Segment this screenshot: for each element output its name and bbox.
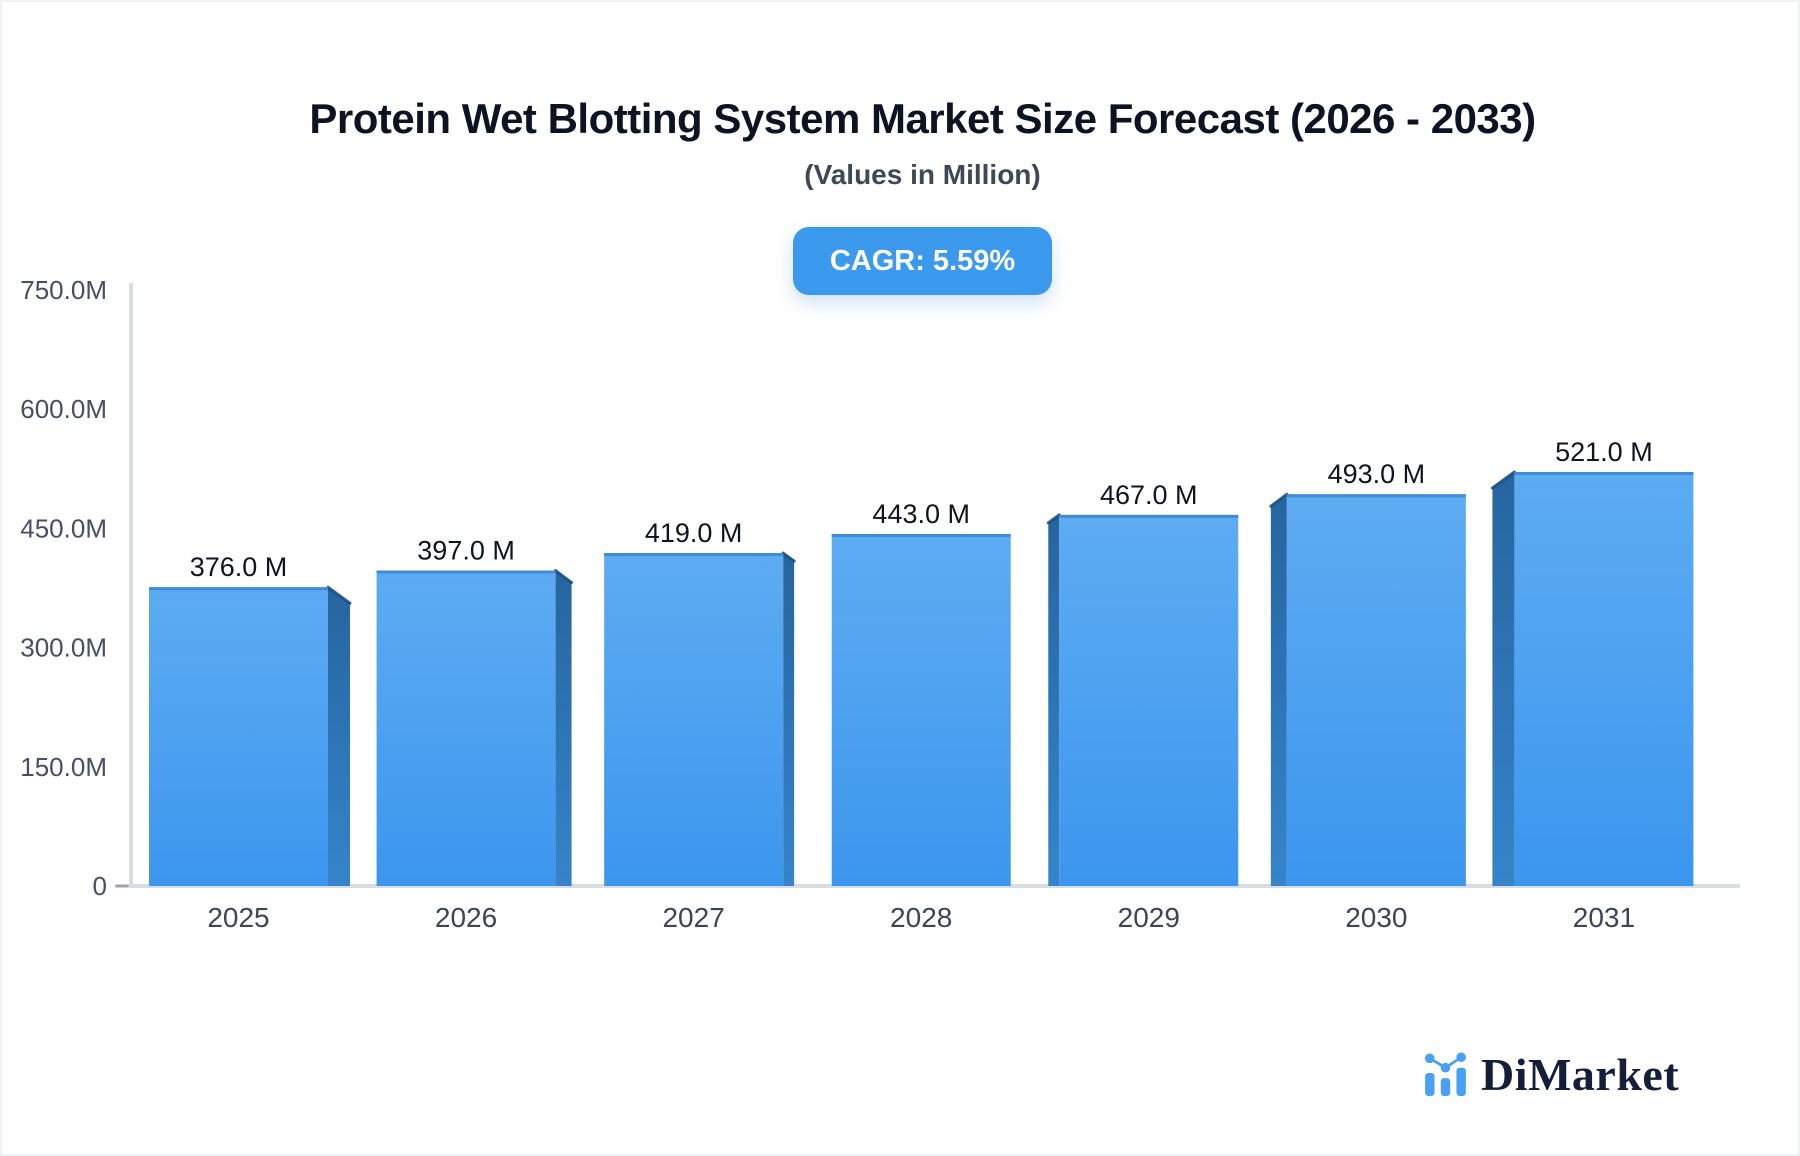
x-tick-label: 2027	[662, 902, 724, 933]
bar-top-edge	[831, 533, 1011, 537]
y-tick-label: 300.0M	[20, 633, 107, 663]
bar-side-face	[1492, 471, 1515, 886]
bar-2029[interactable]	[1059, 514, 1239, 886]
zero-tick-mark	[115, 884, 129, 888]
bar-top-edge	[376, 570, 556, 574]
bar-top-edge	[1286, 494, 1466, 498]
bar-side-edge	[781, 551, 796, 563]
y-tick-label: 0	[93, 871, 107, 901]
x-tick-label: 2028	[890, 902, 952, 933]
y-tick-label: 450.0M	[20, 513, 107, 543]
bar-side-face	[1270, 494, 1287, 886]
bar-value-label: 443.0 M	[872, 499, 970, 529]
bar-value-label: 397.0 M	[417, 536, 515, 566]
bar-top-edge	[1514, 471, 1694, 475]
badge-row: CAGR: 5.59%	[0, 226, 1800, 295]
bar-value-label: 493.0 M	[1328, 459, 1426, 489]
bar-value-label: 376.0 M	[190, 552, 288, 582]
x-tick-label: 2026	[435, 902, 497, 933]
cagr-badge[interactable]: CAGR: 5.59%	[792, 226, 1053, 295]
bar-value-label: 419.0 M	[645, 518, 743, 548]
x-tick-label: 2031	[1573, 902, 1635, 933]
bar-side-face	[783, 553, 795, 886]
x-tick-label: 2030	[1345, 902, 1407, 933]
x-tick-label: 2025	[207, 902, 269, 933]
bar-2027[interactable]	[604, 553, 784, 886]
bar-2025[interactable]	[149, 587, 328, 886]
mini-bar-chart-icon	[1424, 1052, 1466, 1096]
bar-top-edge	[149, 587, 328, 591]
brand-logo[interactable]: DiMarket	[1423, 1042, 1703, 1106]
bar-side-edge	[554, 569, 574, 585]
bar-2030[interactable]	[1286, 494, 1466, 886]
bar-side-face	[1048, 514, 1060, 886]
y-tick-label: 750.0M	[20, 275, 107, 305]
bar-top-edge	[1059, 514, 1239, 518]
bar-side-edge	[1490, 470, 1516, 490]
bar-side-edge	[326, 585, 352, 605]
bar-top-edge	[604, 553, 784, 557]
bar-value-label: 467.0 M	[1100, 480, 1198, 510]
bar-side-edge	[1046, 513, 1061, 525]
y-tick-label: 150.0M	[20, 752, 107, 782]
bar-2028[interactable]	[831, 533, 1011, 886]
bar-2031[interactable]	[1514, 471, 1694, 886]
bar-2026[interactable]	[376, 570, 556, 886]
bar-value-label: 521.0 M	[1555, 437, 1653, 467]
brand-name: DiMarket	[1481, 1048, 1680, 1100]
y-tick-label: 600.0M	[20, 394, 107, 424]
bar-side-face	[328, 587, 350, 886]
bar-side-edge	[1269, 492, 1289, 508]
bar-side-face	[555, 570, 572, 886]
x-tick-label: 2029	[1118, 902, 1180, 933]
y-axis-line	[129, 283, 133, 888]
